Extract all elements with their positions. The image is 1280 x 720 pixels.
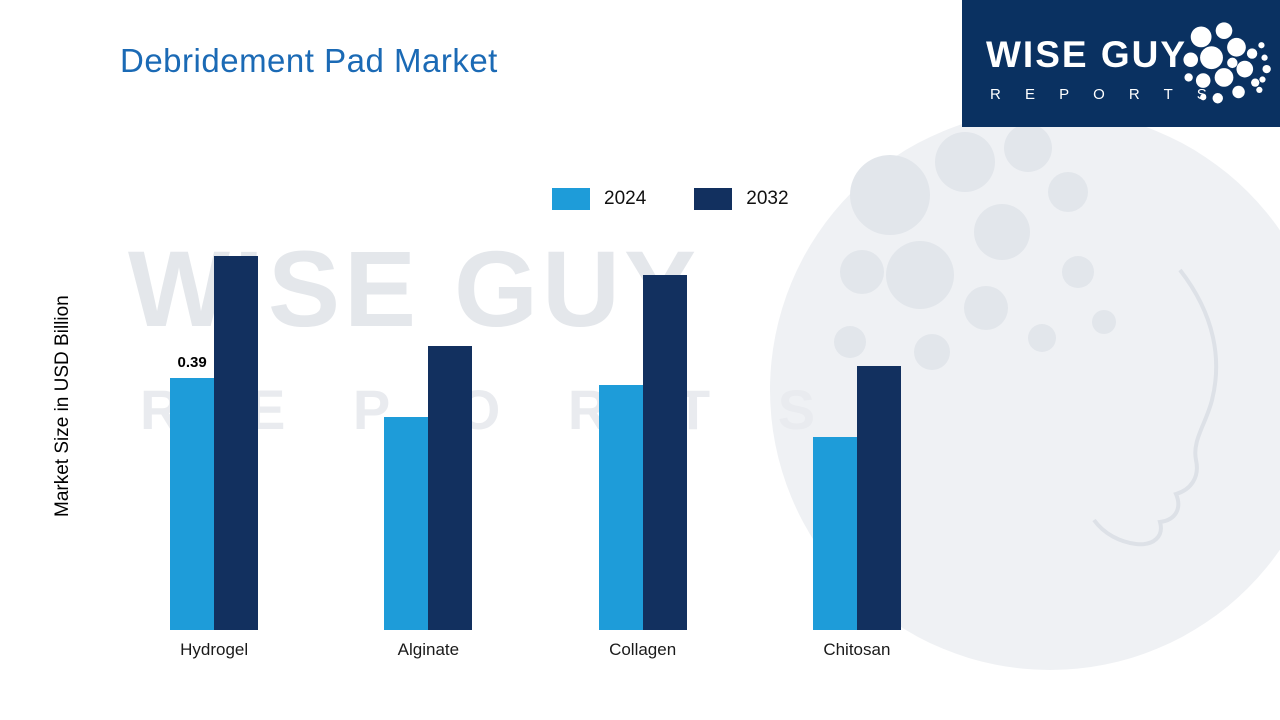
logo-reports-text: R E P O R T S <box>990 86 1217 103</box>
bar-2032-hydrogel <box>214 255 259 630</box>
bar-group-chitosan: Chitosan <box>812 365 901 661</box>
wiseguy-head-icon <box>1183 22 1271 104</box>
bar-group-collagen: Collagen <box>598 275 687 660</box>
logo-brand-text: WISE GUY <box>986 34 1188 75</box>
category-label-hydrogel: Hydrogel <box>180 640 249 659</box>
y-axis-label: Market Size in USD Billion <box>52 295 73 517</box>
bar-pair-alginate <box>384 346 473 630</box>
chart-title: Debridement Pad Market <box>120 42 498 79</box>
bar-pair-chitosan <box>812 365 901 630</box>
bar-2032-alginate <box>428 346 473 630</box>
bar-2024-alginate <box>384 417 429 630</box>
legend-label-2032: 2032 <box>746 188 789 209</box>
bar-chart-plot: 0.39 Hydrogel Alginate Collagen Chitosan <box>107 228 964 660</box>
legend-item-2024: 2024 <box>552 188 646 210</box>
chart-legend: 2024 2032 <box>552 188 789 210</box>
wiseguy-logo: WISE GUY R E P O R T S <box>962 0 1280 127</box>
bar-2024-hydrogel: 0.39 <box>170 354 215 630</box>
bar-pair-collagen <box>598 275 687 630</box>
bar-group-alginate: Alginate <box>384 346 473 660</box>
category-label-alginate: Alginate <box>397 640 460 659</box>
bar-2024-chitosan <box>812 436 857 630</box>
category-label-collagen: Collagen <box>609 640 677 659</box>
bar-2024-collagen <box>598 384 643 630</box>
bar-value-label: 0.39 <box>177 354 207 372</box>
legend-swatch-2032 <box>694 188 733 210</box>
bar-pair-hydrogel: 0.39 <box>170 255 259 630</box>
legend-item-2032: 2032 <box>694 188 789 210</box>
background-head-watermark-icon <box>770 110 1280 670</box>
bar-2032-chitosan <box>856 365 901 630</box>
category-label-chitosan: Chitosan <box>823 640 891 659</box>
legend-swatch-2024 <box>552 188 590 210</box>
bar-group-hydrogel: 0.39 Hydrogel <box>170 255 259 660</box>
legend-label-2024: 2024 <box>604 188 647 209</box>
bar-2032-collagen <box>642 275 687 630</box>
